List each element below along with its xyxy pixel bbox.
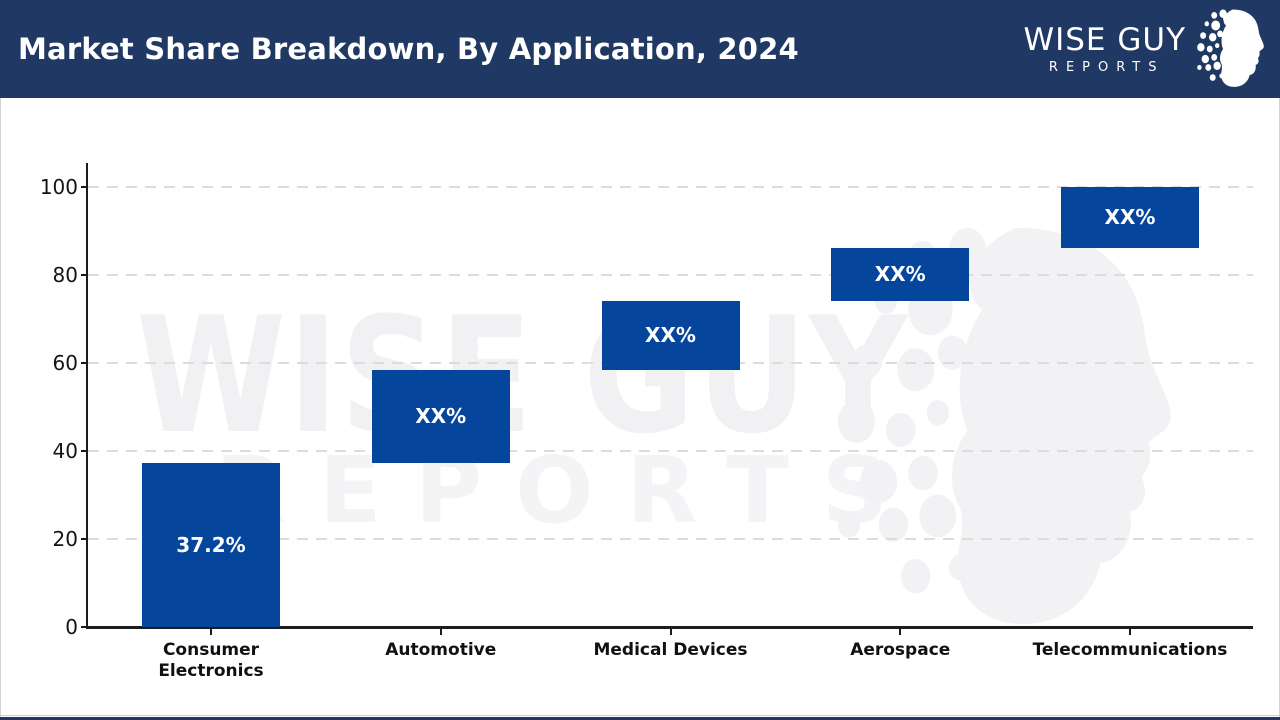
bar-segment: XX% [371,369,510,464]
y-gridline [88,274,1253,276]
y-tick [81,538,88,540]
y-tick-label: 100 [39,175,78,199]
y-tick-label: 20 [52,527,78,551]
bar-segment: XX% [831,247,970,301]
brand-logo: WISE GUY REPORTS [1023,7,1266,91]
bar-value-label: 37.2% [176,533,246,558]
brand-head-icon [1197,9,1264,87]
brand-subname: REPORTS [1048,59,1165,75]
page-border-left [0,98,1,720]
footer-strip [0,717,1280,720]
header-bar: Market Share Breakdown, By Application, … [0,0,1280,98]
bar-value-label: XX% [415,404,467,429]
category-label: Automotive [385,640,497,660]
y-axis [86,163,88,629]
chart-title: Market Share Breakdown, By Application, … [18,32,799,66]
bar-segment: XX% [1061,187,1199,248]
bar-value-label: XX% [1104,205,1156,230]
category-label: Medical Devices [593,640,748,660]
y-tick [81,450,88,452]
y-tick [81,626,88,628]
y-tick [81,186,88,188]
bar-value-label: XX% [645,323,696,348]
bar-segment: XX% [601,300,740,370]
footer-hairline [0,715,1280,716]
y-tick [81,274,88,276]
x-tick [210,628,212,635]
y-gridline [88,186,1253,188]
category-label: Aerospace [850,640,951,660]
brand-name: WISE GUY [1023,21,1186,58]
x-tick [669,628,672,635]
bar-segment: 37.2% [142,463,280,627]
y-tick [81,362,88,364]
x-tick [1129,628,1131,635]
category-label: Telecommunications [1032,640,1228,660]
y-tick-label: 0 [65,615,78,639]
y-gridline [88,538,1253,540]
y-tick-label: 40 [52,439,78,463]
y-tick-label: 80 [52,263,78,287]
x-axis [86,626,1253,629]
x-tick [899,628,902,635]
x-tick [439,628,442,635]
bar-value-label: XX% [874,262,926,287]
brand-logo-text: WISE GUY REPORTS [1023,21,1186,75]
y-tick-label: 60 [52,351,78,375]
category-label: Consumer Electronics [158,640,264,682]
y-gridline [88,450,1253,452]
